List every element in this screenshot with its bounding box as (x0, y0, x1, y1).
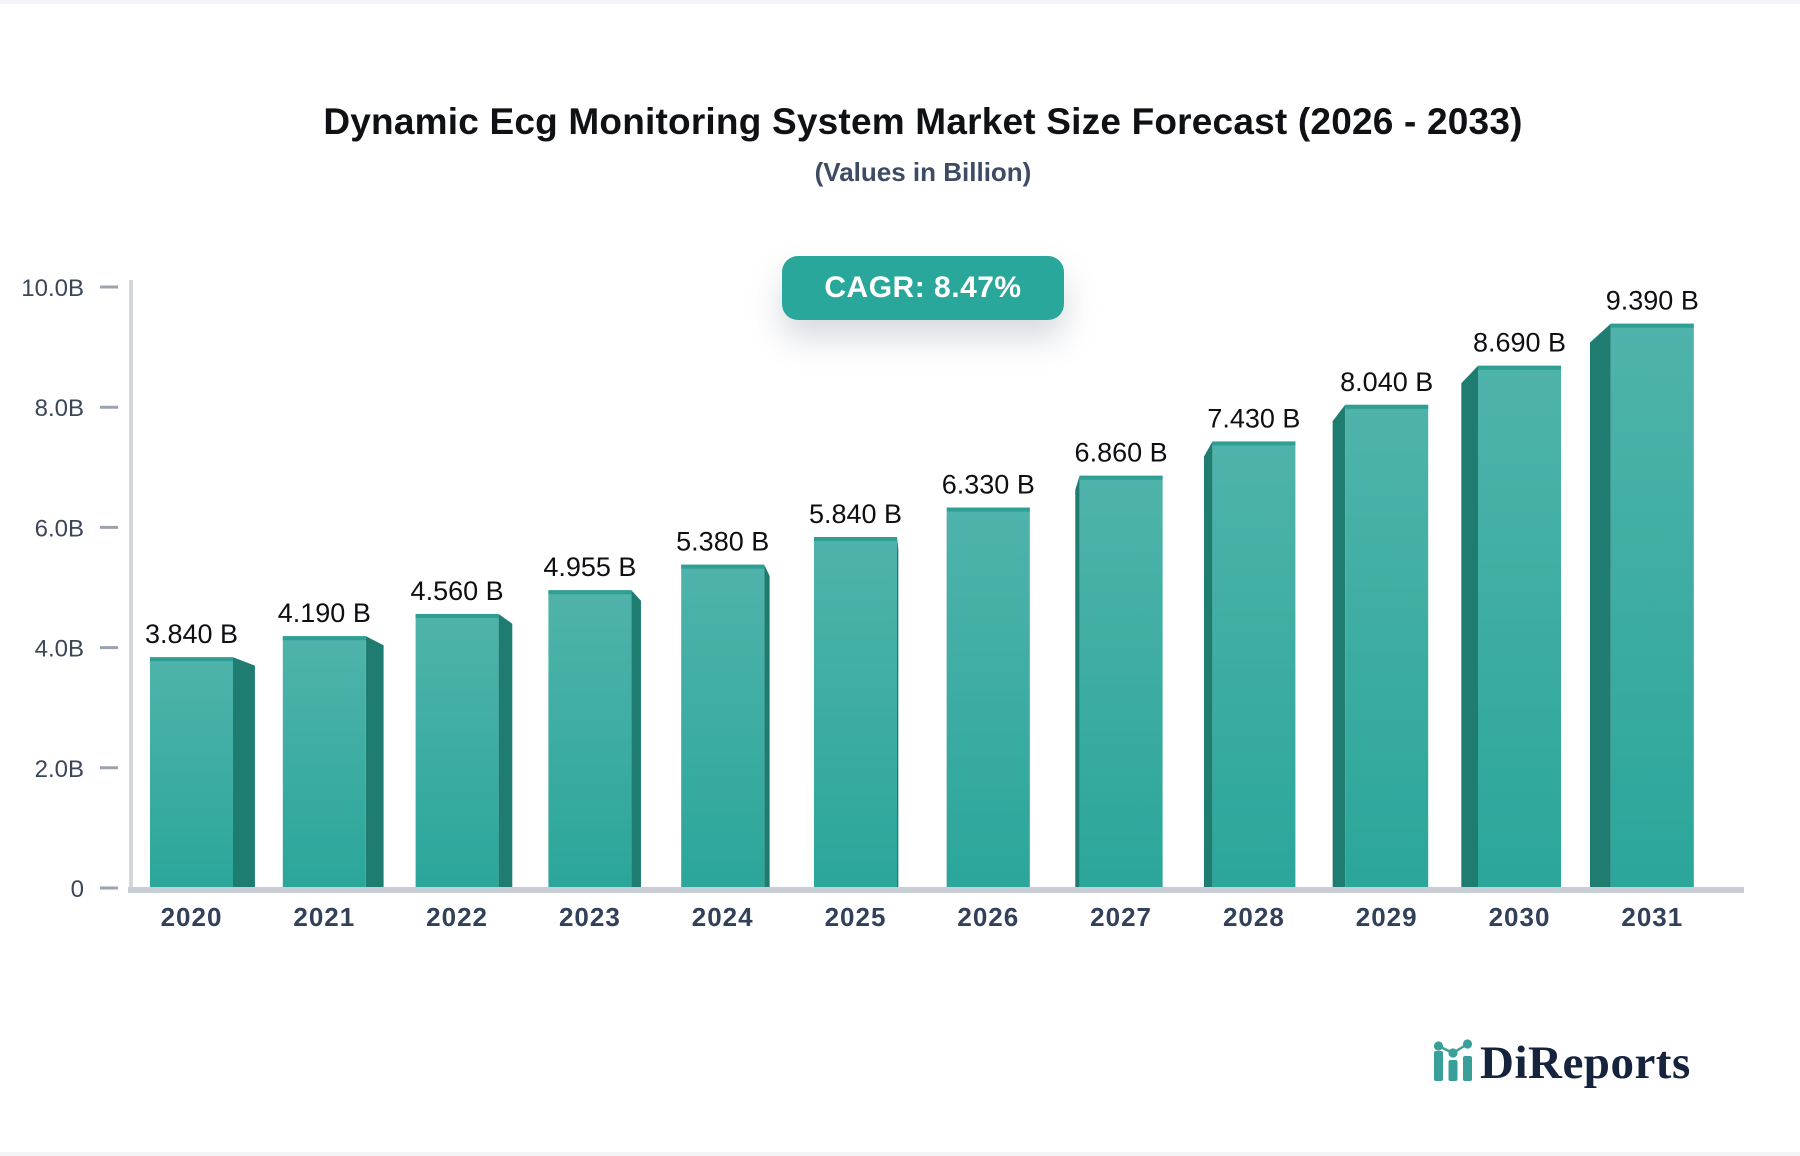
direports-logo-icon (1433, 1039, 1473, 1081)
bar-top-edge-2023 (548, 590, 632, 595)
year-label-2026: 2026 (957, 902, 1019, 932)
value-label-2028: 7.430 B (1207, 403, 1300, 433)
year-label-2025: 2025 (825, 902, 887, 932)
bar-top-edge-2030 (1478, 365, 1561, 370)
bar-side-2025 (897, 537, 899, 888)
bar-top-edge-2025 (814, 537, 897, 542)
year-label-2021: 2021 (293, 902, 355, 932)
y-tick-label: 2.0B (35, 756, 84, 783)
cagr-badge: CAGR: 8.47% (782, 256, 1064, 320)
chart-subtitle: (Values in Billion) (814, 157, 1032, 187)
year-label-2028: 2028 (1223, 902, 1285, 932)
year-label-2029: 2029 (1356, 902, 1418, 932)
bar-side-2031 (1590, 323, 1611, 888)
value-label-2026: 6.330 B (942, 470, 1035, 500)
bar-side-2021 (365, 636, 384, 888)
y-tick-label: 10.0B (21, 275, 84, 302)
bar-top-edge-2021 (282, 636, 366, 641)
bar-2026 (946, 507, 1030, 888)
y-tick-label: 4.0B (35, 636, 84, 663)
bar-side-2022 (498, 613, 513, 888)
year-label-2022: 2022 (426, 902, 488, 932)
value-label-2030: 8.690 B (1473, 328, 1566, 358)
value-label-2029: 8.040 B (1340, 367, 1433, 397)
bar-top-edge-2022 (415, 613, 499, 618)
bar-top-edge-2031 (1610, 323, 1694, 328)
bar-2025 (814, 537, 897, 888)
year-label-2031: 2031 (1621, 902, 1683, 932)
bar-2023 (548, 590, 632, 888)
bar-2021 (282, 636, 366, 888)
bar-2029 (1345, 404, 1429, 888)
bar-2028 (1212, 441, 1296, 888)
bar-2022 (415, 613, 499, 888)
year-label-2027: 2027 (1090, 902, 1152, 932)
bar-2030 (1478, 365, 1561, 889)
year-label-2030: 2030 (1489, 902, 1551, 932)
bar-top-edge-2020 (150, 657, 233, 662)
page-edge-top (0, 0, 1800, 4)
value-label-2021: 4.190 B (278, 598, 371, 628)
bar-side-2027 (1075, 475, 1080, 888)
value-label-2022: 4.560 B (411, 576, 504, 606)
value-label-2027: 6.860 B (1075, 438, 1168, 468)
bar-2027 (1079, 475, 1163, 888)
value-label-2020: 3.840 B (145, 619, 238, 649)
value-label-2025: 5.840 B (809, 499, 902, 529)
year-label-2024: 2024 (692, 902, 754, 932)
bar-top-edge-2029 (1345, 404, 1429, 409)
bar-top-edge-2026 (946, 507, 1030, 512)
bar-2020 (150, 657, 233, 888)
bar-2031 (1610, 323, 1694, 888)
value-label-2023: 4.955 B (543, 552, 636, 582)
chart-title: Dynamic Ecg Monitoring System Market Siz… (323, 101, 1523, 142)
page-edge-bottom (0, 1152, 1800, 1156)
year-label-2023: 2023 (559, 902, 621, 932)
value-label-2031: 9.390 B (1606, 286, 1699, 316)
direports-logo-text: DiReports (1480, 1037, 1691, 1089)
year-label-2020: 2020 (161, 902, 223, 932)
y-tick-label: 0 (71, 876, 84, 903)
bar-top-edge-2027 (1079, 475, 1163, 480)
chart-header: Dynamic Ecg Monitoring System Market Siz… (46, 100, 1800, 320)
bar-side-2023 (631, 590, 641, 888)
y-tick-label: 6.0B (35, 515, 84, 542)
bar-side-2024 (764, 564, 770, 888)
bar-side-2029 (1332, 404, 1346, 888)
bar-top-edge-2024 (681, 564, 765, 569)
bar-top-edge-2028 (1212, 441, 1296, 446)
y-tick-label: 8.0B (35, 395, 84, 422)
value-label-2024: 5.380 B (676, 527, 769, 557)
bar-side-2020 (233, 657, 255, 888)
bar-2024 (681, 564, 765, 888)
bar-side-2030 (1461, 365, 1478, 889)
bar-side-2028 (1203, 441, 1213, 888)
